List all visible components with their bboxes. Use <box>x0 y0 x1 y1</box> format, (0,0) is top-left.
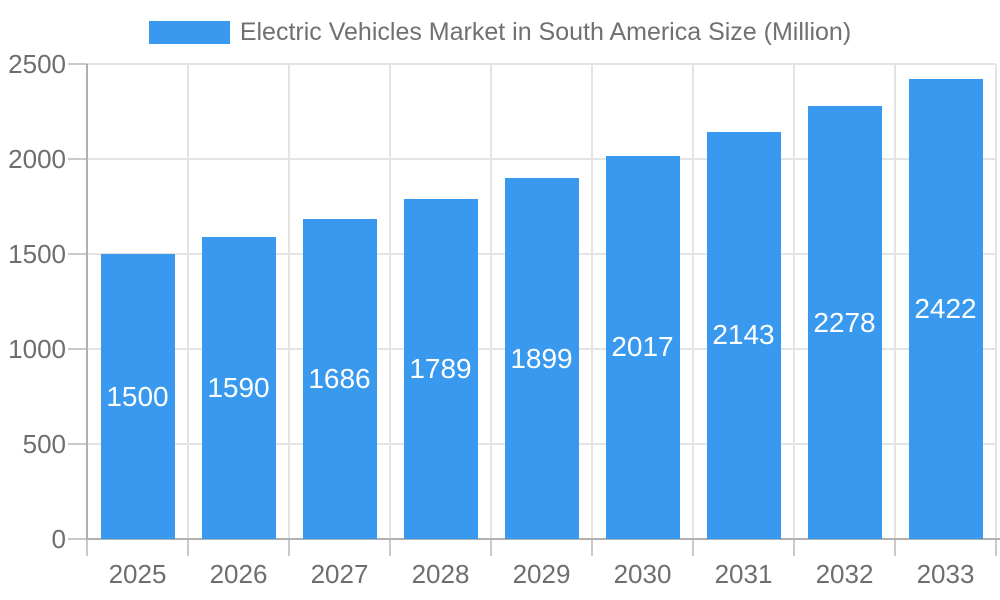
bar[interactable] <box>706 131 781 539</box>
y-axis-tick <box>68 348 87 350</box>
y-gridline <box>87 158 996 160</box>
y-axis-tick <box>68 253 87 255</box>
x-axis-tick <box>389 539 391 556</box>
bar-value-label: 1590 <box>207 371 270 403</box>
bar-value-label: 1686 <box>308 362 371 394</box>
bar[interactable] <box>908 78 983 539</box>
y-gridline <box>87 63 996 65</box>
legend-color-swatch <box>148 20 230 44</box>
bar-value-label: 2422 <box>914 292 977 324</box>
x-axis-tick <box>995 539 997 556</box>
x-gridline <box>490 64 492 539</box>
x-tick-label: 2033 <box>916 559 975 589</box>
y-tick-label: 1000 <box>8 334 66 364</box>
x-gridline <box>187 64 189 539</box>
bar-value-label: 1899 <box>510 342 573 374</box>
x-axis-tick <box>490 539 492 556</box>
x-axis-tick <box>793 539 795 556</box>
y-tick-label: 2000 <box>8 144 66 174</box>
bar-value-label: 2143 <box>712 319 775 351</box>
bar[interactable] <box>605 155 680 539</box>
legend-label: Electric Vehicles Market in South Americ… <box>239 18 852 46</box>
bar[interactable] <box>807 106 882 539</box>
x-axis-tick <box>692 539 694 556</box>
x-gridline <box>591 64 593 539</box>
x-tick-label: 2032 <box>815 559 874 589</box>
y-tick-label: 500 <box>22 429 66 459</box>
bar[interactable] <box>100 254 175 539</box>
x-tick-label: 2026 <box>209 559 268 589</box>
bar-value-label: 2017 <box>611 331 674 363</box>
legend-item[interactable]: Electric Vehicles Market in South Americ… <box>0 14 1000 50</box>
x-tick-label: 2028 <box>411 559 470 589</box>
x-axis-line <box>87 538 1000 540</box>
y-axis-tick <box>68 538 87 540</box>
x-axis-tick <box>187 539 189 556</box>
bar-value-label: 1789 <box>409 353 472 385</box>
y-tick-label: 2500 <box>8 49 66 79</box>
x-gridline <box>995 64 997 539</box>
y-axis-line <box>86 64 88 540</box>
y-tick-label: 0 <box>51 524 66 554</box>
x-tick-label: 2025 <box>108 559 167 589</box>
x-tick-label: 2029 <box>512 559 571 589</box>
x-axis-tick <box>894 539 896 556</box>
x-axis-tick <box>86 539 88 556</box>
x-tick-label: 2027 <box>310 559 369 589</box>
x-axis-tick <box>288 539 290 556</box>
x-tick-label: 2031 <box>714 559 773 589</box>
bar[interactable] <box>201 236 276 539</box>
bar[interactable] <box>302 218 377 539</box>
x-gridline <box>288 64 290 539</box>
x-gridline <box>389 64 391 539</box>
bar[interactable] <box>504 178 579 539</box>
x-gridline <box>894 64 896 539</box>
x-gridline <box>692 64 694 539</box>
y-axis-tick <box>68 443 87 445</box>
bar-value-label: 1500 <box>106 380 169 412</box>
bar[interactable] <box>403 199 478 539</box>
y-tick-label: 1500 <box>8 239 66 269</box>
x-axis-tick <box>591 539 593 556</box>
y-axis-tick <box>68 63 87 65</box>
y-axis-tick <box>68 158 87 160</box>
bar-value-label: 2278 <box>813 306 876 338</box>
x-gridline <box>793 64 795 539</box>
x-tick-label: 2030 <box>613 559 672 589</box>
